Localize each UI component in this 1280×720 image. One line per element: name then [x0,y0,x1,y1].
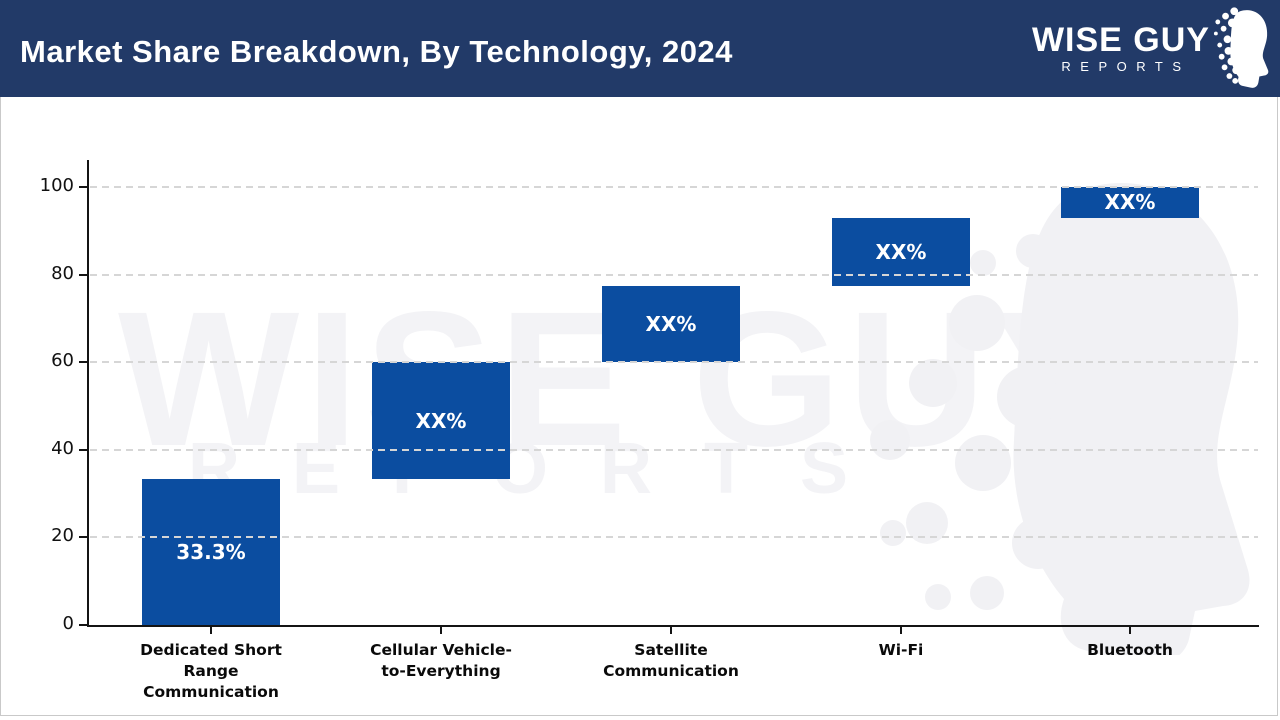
y-tick-label: 60 [51,350,74,372]
x-axis-line [87,625,1259,627]
y-tick-label: 20 [51,525,74,547]
x-tick-mark [440,627,442,634]
bar-value-label-2: XX% [645,311,697,336]
x-category-label-line: to-Everything [381,662,501,680]
wiseguy-logo: WISE GUY REPORTS [1032,6,1270,90]
x-category-label-line: Communication [603,662,739,680]
y-tick-label: 0 [62,613,74,634]
bar-4 [1061,187,1199,218]
gridline-60 [90,361,1258,364]
x-category-label-line: Wi-Fi [878,641,924,659]
x-category-label-3: Wi-Fi [781,640,1021,661]
y-axis-line [87,160,89,627]
x-category-label-0: Dedicated Short Range Communication [91,640,331,703]
bar-value-label-3: XX% [875,239,927,264]
gridline-40 [90,448,1258,451]
x-tick-mark [1129,627,1131,634]
y-tick-label: 80 [51,262,74,284]
x-category-label-line: Bluetooth [1087,641,1173,659]
logo-subtext: REPORTS [1061,59,1191,74]
y-tick-label: 100 [39,175,74,196]
y-tick-mark [79,536,87,539]
x-tick-mark [210,627,212,634]
bar-value-label-0: 33.3% [176,540,246,565]
x-tick-mark [900,627,902,634]
y-tick-mark [79,186,87,188]
x-category-label-line: Dedicated Short [140,641,282,659]
y-tick-mark [79,361,87,364]
x-category-label-line: Cellular Vehicle- [370,641,512,659]
y-tick-mark [79,448,87,451]
x-category-label-line: Communication [143,683,279,701]
x-tick-mark [670,627,672,634]
header-bar: Market Share Breakdown, By Technology, 2… [0,0,1280,97]
x-category-label-line: Range [183,662,239,680]
x-category-label-line: Satellite [634,641,708,659]
wiseguy-logo-text: WISE GUY REPORTS [1032,21,1210,75]
bar-2 [602,285,740,363]
y-tick-mark [79,624,87,626]
watermark-reports-text: REPORTS [188,429,901,509]
x-category-label-1: Cellular Vehicle-to-Everything [321,640,561,682]
bar-value-label-4: XX% [1104,190,1156,215]
bar-value-label-1: XX% [415,408,467,433]
gridline-20 [90,536,1258,539]
y-tick-mark [79,273,87,276]
bar-1 [372,362,510,480]
gridline-80 [90,273,1258,276]
bar-0 [142,479,280,625]
gridline-100 [90,186,1258,188]
page-title: Market Share Breakdown, By Technology, 2… [20,34,733,69]
logo-face-icon [1213,7,1269,88]
y-tick-label: 40 [51,437,74,459]
x-category-label-4: Bluetooth [1010,640,1250,661]
x-category-label-2: Satellite Communication [551,640,791,682]
logo-wordmark: WISE GUY [1031,21,1210,59]
